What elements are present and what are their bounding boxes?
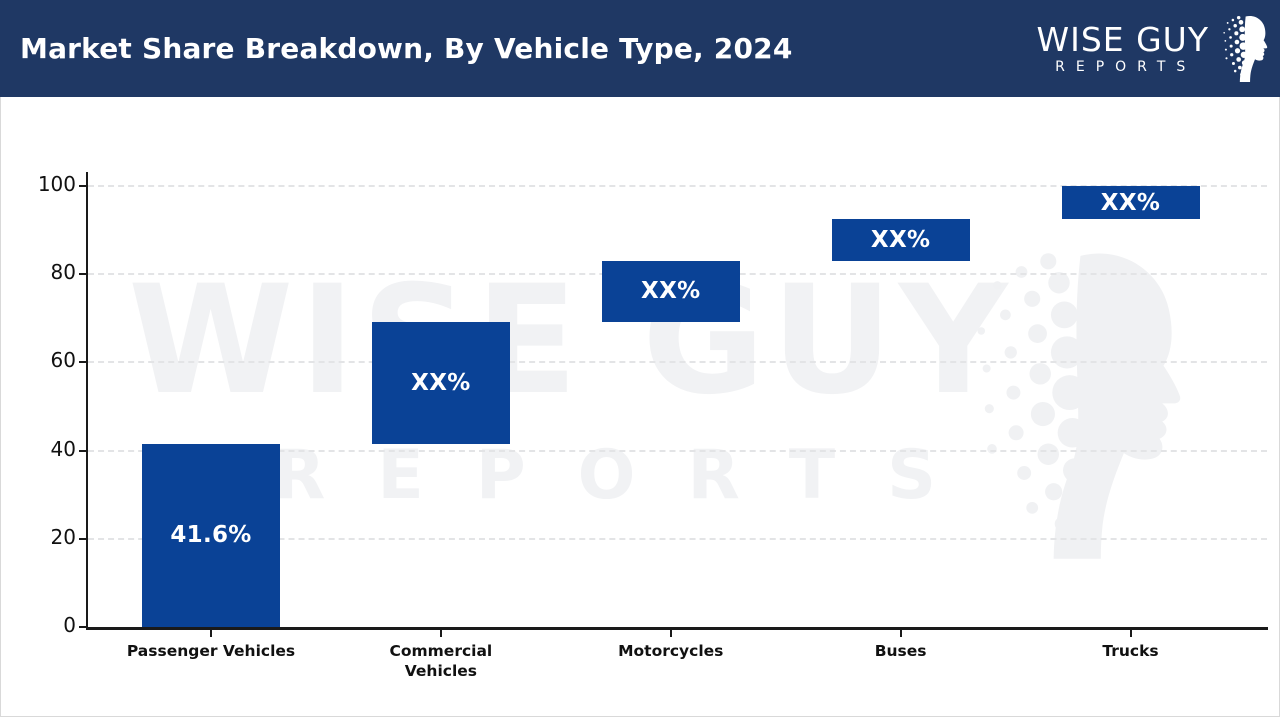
page-title: Market Share Breakdown, By Vehicle Type,… <box>20 32 793 65</box>
x-axis-label-buses: Buses <box>874 642 927 660</box>
gridline-20 <box>88 537 1267 540</box>
watermark-wordmark: WISE GUY REPORTS <box>128 255 1014 515</box>
y-axis-tick-label-0: 0 <box>63 613 76 637</box>
y-axis-tick-80 <box>79 273 86 276</box>
bar-passenger-vehicles: 41.6% <box>142 443 280 627</box>
bar-trucks: XX% <box>1061 186 1200 220</box>
logo-wordmark: WISE GUY <box>1036 20 1209 60</box>
x-axis-tick-buses <box>899 630 902 637</box>
header: Market Share Breakdown, By Vehicle Type,… <box>0 0 1280 97</box>
x-axis-tick-commercial-vehicles <box>439 630 442 637</box>
x-axis-tick-motorcycles <box>669 630 672 637</box>
bar-commercial-vehicles: XX% <box>371 321 510 444</box>
watermark-line1: WISE GUY <box>128 254 1014 428</box>
y-axis-tick-label-60: 60 <box>50 348 76 373</box>
bar-buses: XX% <box>831 219 970 261</box>
y-axis-tick-label-80: 80 <box>50 260 76 285</box>
y-axis-tick-40 <box>79 449 86 452</box>
watermark-line2: REPORTS <box>273 435 989 515</box>
bar-value-label-passenger-vehicles: 41.6% <box>170 522 252 549</box>
logo-text: WISE GUY REPORTS <box>1036 23 1209 75</box>
y-axis-tick-100 <box>79 185 86 187</box>
wiseguy-dot-head-icon <box>1223 15 1268 83</box>
x-axis-tick-trucks <box>1129 630 1132 637</box>
x-axis-tick-passenger-vehicles <box>210 630 212 637</box>
y-axis-line <box>86 172 88 630</box>
x-axis-label-commercial-vehicles: Commercial Vehicles <box>389 642 493 681</box>
x-axis-label-motorcycles: Motorcycles <box>618 642 724 660</box>
y-axis-tick-label-100: 100 <box>37 172 76 196</box>
x-axis-label-trucks: Trucks <box>1102 642 1159 660</box>
gridline-60 <box>88 361 1267 364</box>
y-axis-tick-label-20: 20 <box>50 524 76 549</box>
y-axis-tick-60 <box>79 361 86 364</box>
bar-value-label-trucks: XX% <box>1100 189 1161 216</box>
y-axis-tick-label-40: 40 <box>50 436 76 461</box>
x-axis-label-passenger-vehicles: Passenger Vehicles <box>126 642 296 660</box>
y-axis-tick-0 <box>79 626 86 628</box>
gridline-100 <box>88 185 1267 187</box>
logo-subtitle: REPORTS <box>1055 58 1197 75</box>
x-axis-line <box>86 627 1268 630</box>
bar-value-label-motorcycles: XX% <box>641 278 701 305</box>
bar-value-label-buses: XX% <box>870 227 931 253</box>
gridline-40 <box>88 449 1267 452</box>
bar-value-label-commercial-vehicles: XX% <box>411 369 471 396</box>
y-axis-tick-20 <box>79 537 86 540</box>
bar-motorcycles: XX% <box>601 260 740 322</box>
wiseguy-logo: WISE GUY REPORTS <box>1036 3 1270 95</box>
